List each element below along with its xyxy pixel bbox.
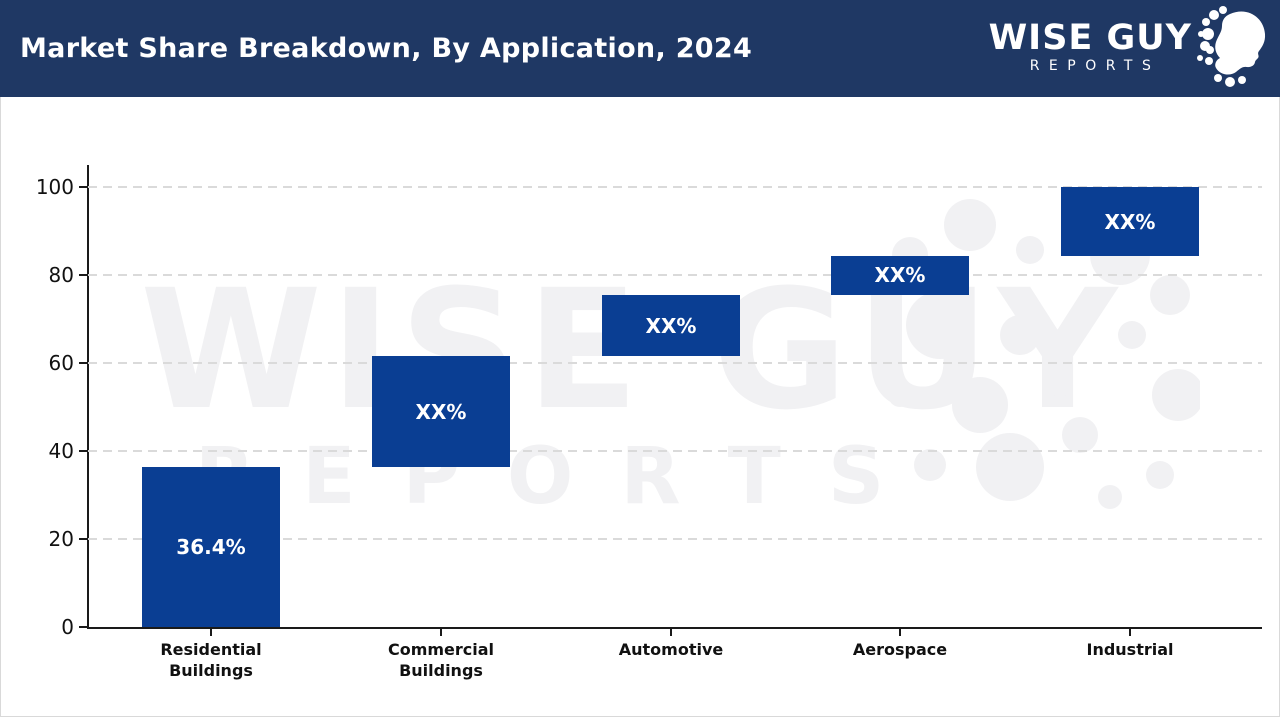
x-axis-spine [87,627,1262,629]
y-tick-60 [79,362,87,364]
gridline-100 [88,186,1262,188]
header-bar: Market Share Breakdown, By Application, … [0,0,1280,97]
bar-value-label-aerospace: XX% [874,263,926,288]
y-tick-80 [79,274,87,276]
gridline-60 [88,362,1262,364]
brand-reports-text: REPORTS [1029,57,1161,74]
brand-face-icon [1197,6,1266,87]
bar-value-label-residential-buildings: 36.4% [176,534,246,559]
x-category-label-residential-buildings: Residential Buildings [160,640,262,680]
y-tick-100 [79,186,87,188]
y-axis-spine [87,165,89,628]
x-category-label-aerospace: Aerospace [852,640,948,659]
gridline-40 [88,450,1262,452]
y-tick-label-0: 0 [61,615,74,639]
x-category-label-automotive: Automotive [618,640,724,659]
brand-logo: WISE GUY REPORTS [989,6,1270,88]
bar-aerospace: XX% [831,256,969,295]
x-tick-aerospace [899,629,901,636]
x-category-label-commercial-buildings: Commercial Buildings [387,640,495,680]
y-tick-label-100: 100 [35,175,74,199]
gridline-80 [88,274,1262,276]
y-tick-label-40: 40 [48,439,74,463]
y-tick-label-80: 80 [48,263,74,287]
bar-value-label-industrial: XX% [1104,209,1156,234]
x-tick-residential-buildings [210,629,212,636]
x-tick-automotive [670,629,672,636]
bar-commercial-buildings: XX% [372,356,510,467]
y-tick-label-60: 60 [48,351,74,375]
y-tick-label-20: 20 [48,527,74,551]
bar-value-label-commercial-buildings: XX% [415,399,467,424]
x-tick-commercial-buildings [440,629,442,636]
bar-value-label-automotive: XX% [645,313,697,338]
x-tick-industrial [1129,629,1131,636]
y-tick-0 [79,626,87,628]
x-category-label-industrial: Industrial [1086,640,1174,659]
bar-automotive: XX% [602,294,740,357]
y-tick-40 [79,450,87,452]
page-title: Market Share Breakdown, By Application, … [20,33,753,64]
brand-name-text: WISE GUY [988,18,1192,59]
bar-industrial: XX% [1061,187,1199,257]
y-tick-20 [79,538,87,540]
bar-residential-buildings: 36.4% [142,466,280,627]
gridline-20 [88,538,1262,540]
brand-wordmark: WISE GUY REPORTS [989,20,1192,74]
